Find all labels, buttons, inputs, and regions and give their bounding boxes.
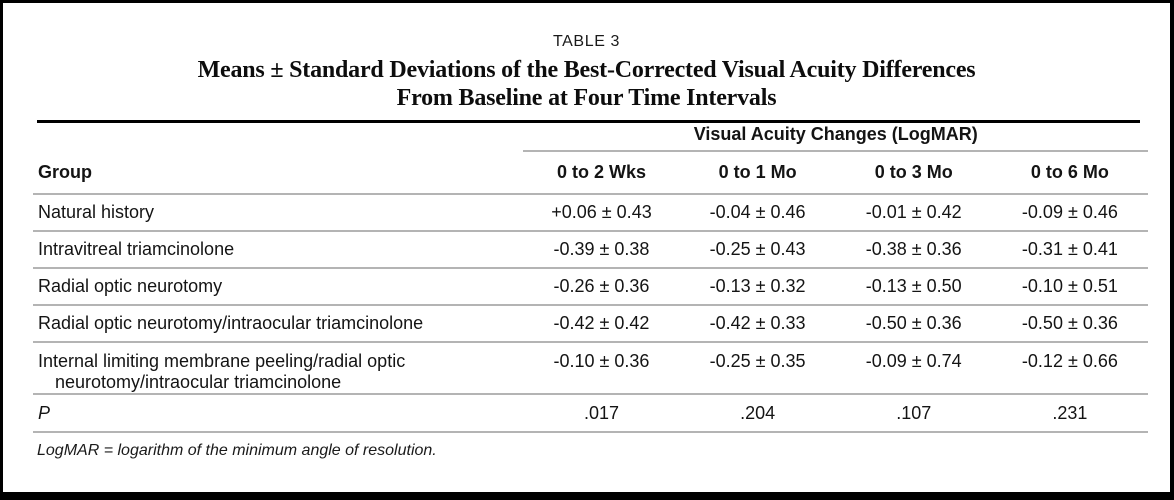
value-cell: -0.25 ± 0.43 [679,231,836,269]
row-label: Radial optic neurotomy/intraocular triam… [33,305,524,343]
table-row-ilm-peeling-ron-triamcinolone: Internal limiting membrane peeling/radia… [33,342,1148,395]
table-row-radial-optic-neurotomy: Radial optic neurotomy -0.26 ± 0.36 -0.1… [33,268,1148,306]
table-title-line1: Means ± Standard Deviations of the Best-… [197,57,976,83]
p-value-cell: .107 [835,394,992,433]
value-cell: -0.10 ± 0.36 [523,342,680,395]
table-footnote: LogMAR = logarithm of the minimum angle … [37,442,437,459]
p-value-cell: .017 [523,394,680,433]
p-value-row: P .017 .204 .107 .231 [33,394,1148,433]
value-cell: -0.50 ± 0.36 [835,305,992,343]
table-caption: TABLE 3 [552,33,621,50]
column-header-0to6mo: 0 to 6 Mo [991,151,1148,195]
table-row-natural-history: Natural history +0.06 ± 0.43 -0.04 ± 0.4… [33,194,1148,232]
value-cell: -0.13 ± 0.50 [835,268,992,306]
row-label: Natural history [33,194,524,232]
p-value-cell: .231 [991,394,1148,433]
value-cell: -0.42 ± 0.33 [679,305,836,343]
column-header-group: Group [33,151,524,195]
value-cell: -0.09 ± 0.74 [835,342,992,395]
value-cell: -0.25 ± 0.35 [679,342,836,395]
row-label-line2: neurotomy/intraocular triamcinolone [55,372,342,392]
title-divider-rule [37,120,1140,123]
value-cell: -0.12 ± 0.66 [991,342,1148,395]
value-cell: -0.31 ± 0.41 [991,231,1148,269]
row-label: Internal limiting membrane peeling/radia… [33,342,524,395]
value-cell: -0.01 ± 0.42 [835,194,992,232]
column-header-0to3mo: 0 to 3 Mo [835,151,992,195]
column-header-0to2wks: 0 to 2 Wks [523,151,680,195]
column-header-row: Group 0 to 2 Wks 0 to 1 Mo 0 to 3 Mo 0 t… [33,151,1148,195]
table-title: Means ± Standard Deviations of the Best-… [3,56,1170,112]
column-header-0to1mo: 0 to 1 Mo [679,151,836,195]
row-label-line1: Intravitreal triamcinolone [38,239,235,259]
value-cell: -0.09 ± 0.46 [991,194,1148,232]
table-title-line2: From Baseline at Four Time Intervals [396,85,777,111]
value-cell: -0.10 ± 0.51 [991,268,1148,306]
row-label-line1: Natural history [38,202,155,222]
value-cell: -0.38 ± 0.36 [835,231,992,269]
table-row-intravitreal-triamcinolone: Intravitreal triamcinolone -0.39 ± 0.38 … [33,231,1148,269]
column-spanner-row: Visual Acuity Changes (LogMAR) [33,123,1148,152]
value-cell: +0.06 ± 0.43 [523,194,680,232]
table-row-ron-intraocular-triamcinolone: Radial optic neurotomy/intraocular triam… [33,305,1148,343]
p-value-cell: .204 [679,394,836,433]
data-table: Visual Acuity Changes (LogMAR) Group 0 t… [33,123,1148,433]
column-spanner-label: Visual Acuity Changes (LogMAR) [523,123,1148,152]
value-cell: -0.42 ± 0.42 [523,305,680,343]
row-label: Intravitreal triamcinolone [33,231,524,269]
row-label: Radial optic neurotomy [33,268,524,306]
value-cell: -0.26 ± 0.36 [523,268,680,306]
value-cell: -0.39 ± 0.38 [523,231,680,269]
value-cell: -0.04 ± 0.46 [679,194,836,232]
spanner-spacer [33,123,523,151]
p-row-label: P [33,394,524,433]
row-label-line1: Radial optic neurotomy [38,276,223,296]
row-label-line1: Internal limiting membrane peeling/radia… [38,351,406,371]
row-label-line1: Radial optic neurotomy/intraocular triam… [38,313,424,333]
value-cell: -0.13 ± 0.32 [679,268,836,306]
value-cell: -0.50 ± 0.36 [991,305,1148,343]
